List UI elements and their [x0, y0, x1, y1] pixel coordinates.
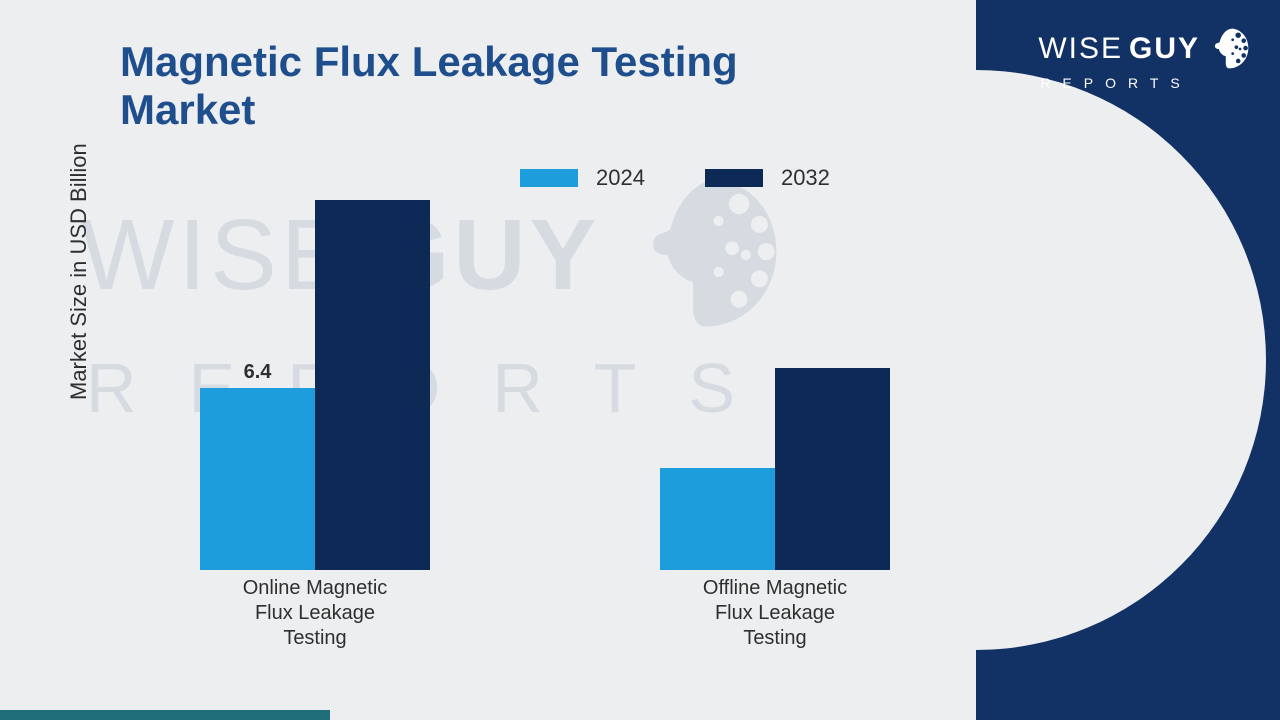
- bottom-accent-bar: [0, 710, 330, 720]
- legend-swatch-2024: [520, 169, 578, 187]
- y-axis-label: Market Size in USD Billion: [66, 143, 92, 400]
- legend-label-2024: 2024: [596, 165, 645, 191]
- chart-plot-area: 6.4: [110, 200, 930, 570]
- legend-item-2024: 2024: [520, 165, 645, 191]
- category-labels: Online Magnetic Flux Leakage Testing Off…: [110, 570, 930, 710]
- chart-title: Magnetic Flux Leakage Testing Market: [120, 38, 820, 135]
- brand-side-panel: [976, 0, 1280, 720]
- bar-online-2032: [315, 200, 430, 570]
- legend-label-2032: 2032: [781, 165, 830, 191]
- brand-text-reports: REPORTS: [1038, 76, 1252, 90]
- bar-online-2024: [200, 388, 315, 570]
- category-label-offline: Offline Magnetic Flux Leakage Testing: [695, 576, 855, 651]
- legend-swatch-2032: [705, 169, 763, 187]
- brand-logo: WISE GUY REPORTS: [1038, 26, 1252, 90]
- brand-text-wise: WISE: [1038, 34, 1123, 64]
- chart-legend: 2024 2032: [520, 165, 830, 191]
- brand-head-icon: [1206, 26, 1252, 72]
- brand-text-guy: GUY: [1129, 34, 1200, 64]
- category-label-online: Online Magnetic Flux Leakage Testing: [235, 576, 395, 651]
- bar-offline-2032: [775, 368, 890, 570]
- bar-offline-2024: [660, 468, 775, 570]
- legend-item-2032: 2032: [705, 165, 830, 191]
- bar-label-online-2024: 6.4: [200, 361, 315, 384]
